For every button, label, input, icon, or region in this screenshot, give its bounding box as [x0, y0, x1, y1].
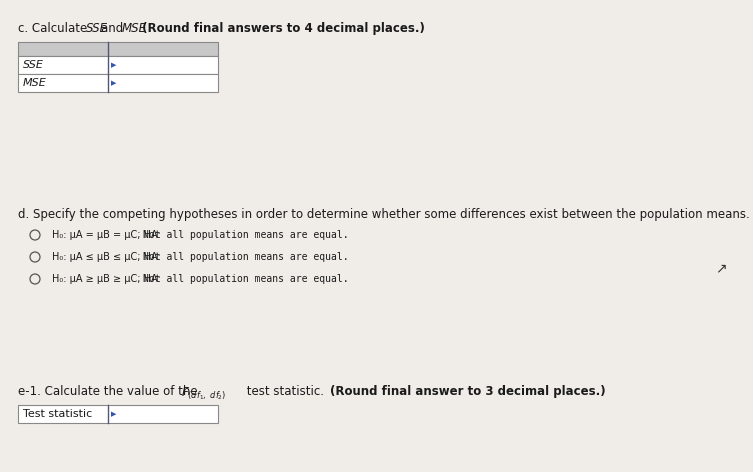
- Text: SSE: SSE: [23, 60, 44, 70]
- Text: e-1. Calculate the value of the: e-1. Calculate the value of the: [18, 385, 201, 398]
- Bar: [18, 405, 218, 423]
- Text: MSE: MSE: [23, 78, 47, 88]
- Text: H₀: μA = μB = μC; HA:: H₀: μA = μB = μC; HA:: [52, 230, 164, 240]
- Text: (Round final answer to 3 decimal places.): (Round final answer to 3 decimal places.…: [330, 385, 605, 398]
- Text: Not all population means are equal.: Not all population means are equal.: [143, 230, 349, 240]
- Text: ▶: ▶: [111, 411, 117, 417]
- Bar: [18, 74, 218, 92]
- Text: H₀: μA ≥ μB ≥ μC; HA:: H₀: μA ≥ μB ≥ μC; HA:: [52, 274, 164, 284]
- Text: c. Calculate: c. Calculate: [18, 22, 91, 35]
- Text: Not all population means are equal.: Not all population means are equal.: [143, 274, 349, 284]
- Text: ▶: ▶: [111, 62, 117, 68]
- Text: test statistic.: test statistic.: [243, 385, 328, 398]
- Text: SSE: SSE: [86, 22, 108, 35]
- Text: $F_{(df_1,\ df_2)}$: $F_{(df_1,\ df_2)}$: [181, 385, 227, 402]
- Text: d. Specify the competing hypotheses in order to determine whether some differenc: d. Specify the competing hypotheses in o…: [18, 208, 750, 221]
- Text: ▶: ▶: [111, 80, 117, 86]
- Text: (Round final answers to 4 decimal places.): (Round final answers to 4 decimal places…: [138, 22, 425, 35]
- Text: and: and: [101, 22, 127, 35]
- Text: Test statistic: Test statistic: [23, 409, 93, 419]
- Text: H₀: μA ≤ μB ≤ μC; HA:: H₀: μA ≤ μB ≤ μC; HA:: [52, 252, 164, 262]
- Text: MSE: MSE: [122, 22, 147, 35]
- Text: Not all population means are equal.: Not all population means are equal.: [143, 252, 349, 262]
- Bar: [18, 56, 218, 74]
- Text: ↗: ↗: [715, 261, 727, 275]
- Bar: [18, 42, 218, 56]
